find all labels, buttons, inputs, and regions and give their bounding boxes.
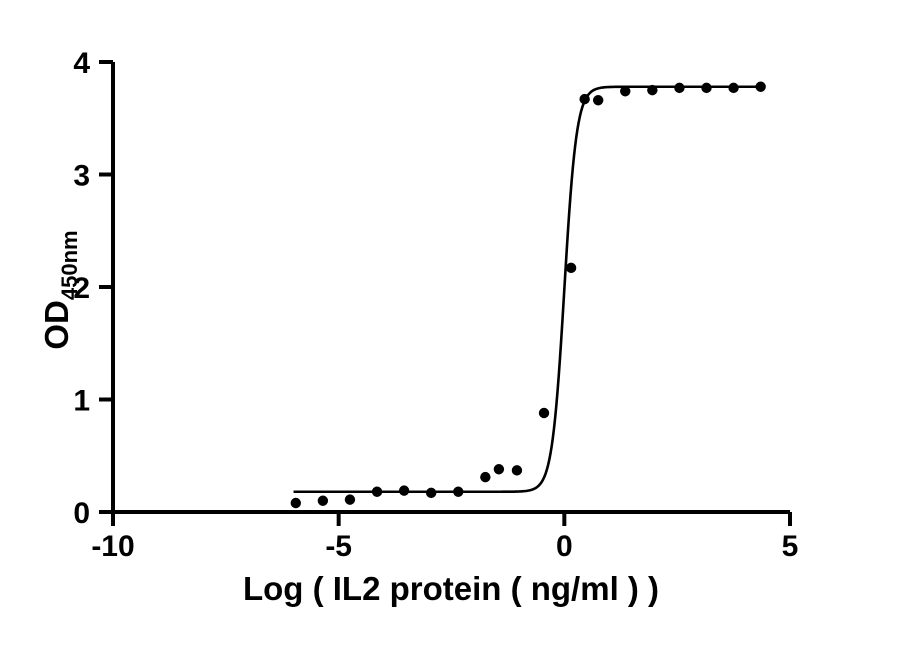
y-tick-label: 4 [73, 47, 90, 80]
data-point [493, 464, 505, 475]
data-point [453, 486, 464, 497]
x-tick-label: -10 [91, 530, 134, 563]
data-point [728, 82, 739, 94]
y-tick-marks [99, 60, 113, 514]
y-axis-title-subscript: 450nm [57, 230, 82, 300]
y-axis-title-main: OD [38, 300, 75, 350]
data-point [344, 494, 356, 505]
x-axis-title: Log ( IL2 protein ( ng/ml ) ) [243, 570, 659, 607]
y-axis-title-group: OD450nm [38, 230, 82, 349]
y-tick-label: 0 [73, 497, 90, 530]
data-point [620, 86, 631, 97]
data-point [538, 407, 550, 419]
data-point [398, 485, 410, 496]
data-point [317, 495, 329, 506]
x-tick-label: 5 [782, 530, 799, 563]
data-point [425, 487, 437, 499]
x-tick-labels: -10 -5 0 5 [91, 530, 798, 563]
x-tick-marks [111, 512, 792, 526]
data-point [579, 93, 590, 105]
data-point [371, 486, 383, 497]
y-tick-label: 3 [73, 160, 90, 193]
data-point [480, 471, 491, 483]
data-point [290, 497, 301, 509]
data-point [674, 82, 685, 94]
fit-curve [293, 85, 763, 494]
data-point [565, 262, 577, 274]
data-point [647, 84, 658, 96]
data-point [511, 465, 523, 476]
y-tick-labels: 0 1 2 3 4 [73, 47, 90, 530]
data-point [592, 95, 604, 106]
x-tick-label: 0 [556, 530, 573, 563]
y-axis-title: OD450nm [38, 230, 82, 349]
data-point-group [290, 81, 766, 509]
x-tick-label: -5 [325, 530, 352, 563]
data-point [755, 81, 766, 92]
data-point [701, 82, 712, 94]
axes-group [111, 62, 790, 514]
y-tick-label: 2 [73, 272, 90, 305]
y-tick-label: 1 [73, 385, 90, 418]
